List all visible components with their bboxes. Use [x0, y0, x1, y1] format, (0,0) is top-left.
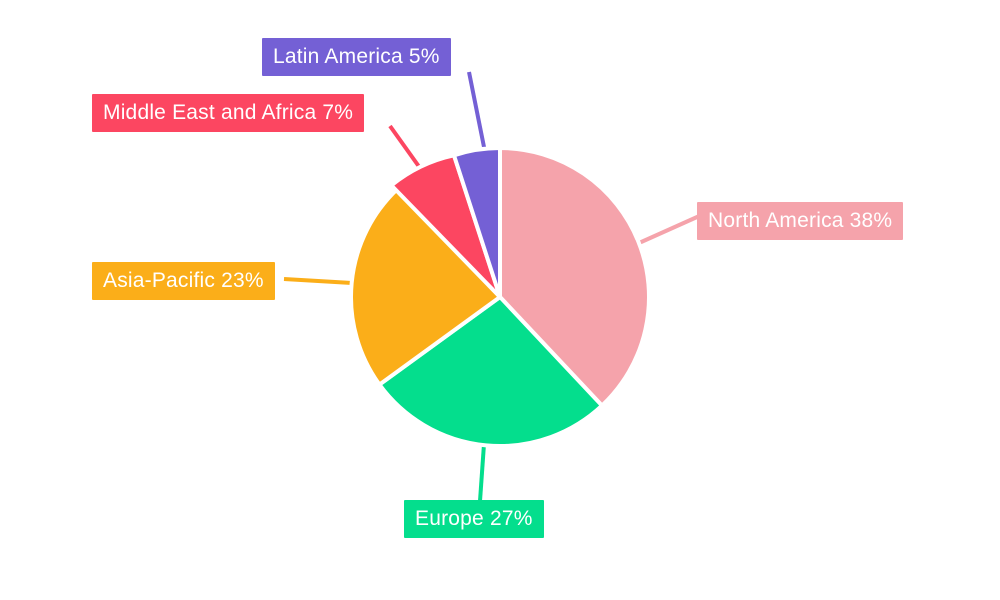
pie-label-middle-east-africa: Middle East and Africa 7% — [92, 94, 365, 132]
leader-line-asia-pacific — [283, 277, 353, 285]
pie-label-europe: Europe 27% — [404, 500, 544, 538]
leader-line-north-america — [638, 211, 707, 245]
leader-line-latin-america — [467, 71, 487, 153]
pie-slice-asia-pacific[interactable] — [349, 186, 502, 387]
pie-label-asia-pacific: Asia-Pacific 23% — [92, 262, 275, 300]
pie-slice-north-america[interactable] — [498, 146, 652, 408]
pie-slice-latin-america[interactable] — [451, 146, 502, 299]
pie-slice-europe[interactable] — [377, 295, 604, 448]
pie-label-north-america: North America 38% — [697, 202, 904, 240]
pie-wedges — [349, 146, 652, 448]
leader-line-europe — [478, 443, 486, 502]
pie-label-latin-america: Latin America 5% — [262, 38, 451, 76]
